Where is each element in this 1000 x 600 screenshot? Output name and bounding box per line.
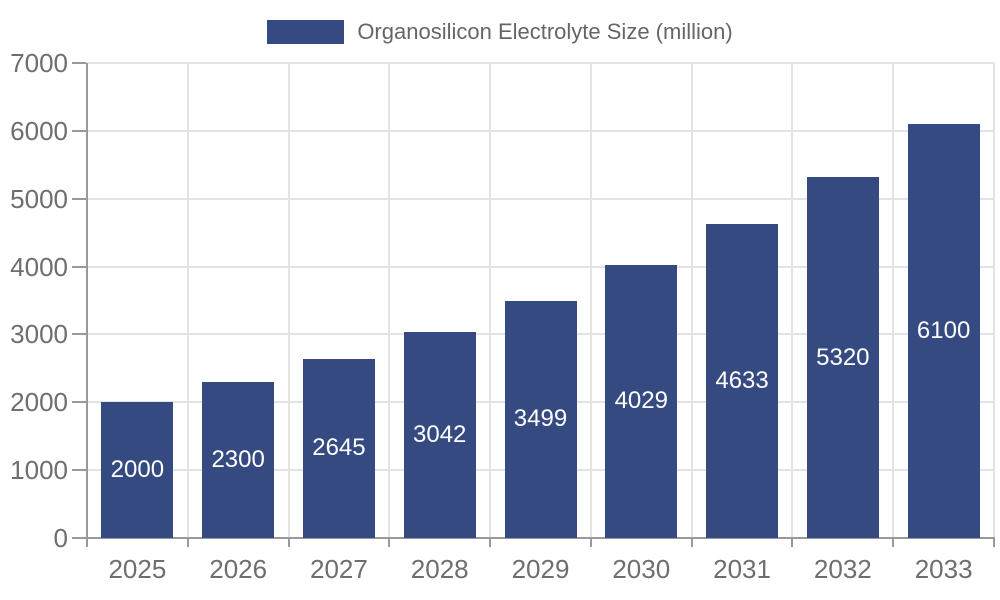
x-tick-label: 2027 [310, 554, 368, 584]
legend[interactable]: Organosilicon Electrolyte Size (million) [0, 18, 1000, 46]
x-axis-tick [589, 538, 592, 547]
x-tick-label: 2026 [209, 554, 268, 584]
x-axis-line [86, 537, 995, 539]
x-axis-tick [791, 538, 794, 547]
x-tick-label: 2025 [108, 554, 167, 584]
y-axis-tick [72, 469, 86, 472]
gridline-horizontal [87, 197, 994, 200]
x-axis-tick [489, 538, 492, 547]
y-tick-label: 6000 [10, 115, 68, 146]
bar-value-label: 3499 [513, 405, 568, 433]
x-tick-label: 2028 [410, 554, 469, 584]
y-axis-tick [72, 265, 86, 268]
gridline-vertical [388, 63, 391, 538]
bar-value-label: 4029 [614, 387, 668, 415]
bar-value-label: 6100 [916, 317, 971, 345]
legend-label: Organosilicon Electrolyte Size (million) [357, 19, 733, 44]
gridline-vertical [993, 63, 995, 538]
x-axis-tick [993, 538, 995, 547]
gridline-horizontal [87, 265, 994, 268]
bar-value-label: 5320 [816, 343, 870, 371]
y-tick-label: 3000 [10, 319, 68, 350]
x-tick-label: 2032 [813, 554, 872, 584]
x-axis-tick [388, 538, 391, 547]
y-axis-line [86, 63, 88, 540]
x-axis-tick [690, 538, 693, 547]
x-tick-label: 2031 [713, 554, 771, 584]
bar-2029[interactable]: 3499 [504, 300, 577, 538]
y-axis-tick [72, 197, 86, 200]
gridline-vertical [892, 63, 895, 538]
y-tick-label: 0 [53, 523, 68, 553]
legend-swatch-icon [267, 20, 345, 44]
bar-2032[interactable]: 5320 [806, 177, 879, 538]
gridline-vertical [791, 63, 794, 538]
bar-2027[interactable]: 2645 [302, 358, 375, 538]
bar-value-label: 2645 [312, 434, 366, 462]
gridline-vertical [489, 63, 492, 538]
bar-2026[interactable]: 2300 [202, 381, 275, 538]
y-axis-tick [72, 62, 86, 64]
bar-2031[interactable]: 4633 [706, 223, 779, 538]
bar-value-label: 2000 [110, 456, 165, 484]
gridline-vertical [287, 63, 290, 538]
bar-value-label: 2300 [211, 445, 265, 473]
bar-value-label: 4633 [715, 366, 769, 394]
x-axis-tick [86, 538, 88, 547]
x-tick-label: 2030 [612, 554, 671, 584]
bar-value-label: 3042 [413, 420, 467, 448]
gridline-vertical [186, 63, 189, 538]
bar-2030[interactable]: 4029 [605, 264, 678, 538]
y-tick-label: 4000 [10, 251, 68, 282]
y-tick-label: 2000 [10, 387, 68, 418]
x-axis-tick [892, 538, 895, 547]
gridline-vertical [690, 63, 693, 538]
bar-2033[interactable]: 6100 [907, 124, 980, 538]
y-tick-label: 5000 [10, 183, 68, 214]
y-tick-label: 1000 [10, 455, 68, 486]
bar-2028[interactable]: 3042 [403, 331, 476, 538]
y-axis-tick [72, 401, 86, 404]
y-tick-label: 7000 [10, 48, 68, 78]
x-tick-label: 2029 [511, 554, 570, 584]
bar-2025[interactable]: 2000 [101, 402, 174, 538]
gridline-vertical [589, 63, 592, 538]
gridline-horizontal [87, 129, 994, 132]
x-tick-label: 2033 [914, 554, 973, 584]
y-axis-tick [72, 537, 86, 539]
x-axis-tick [186, 538, 189, 547]
x-axis-tick [287, 538, 290, 547]
y-axis-tick [72, 333, 86, 336]
gridline-horizontal [87, 62, 994, 64]
y-axis-tick [72, 129, 86, 132]
